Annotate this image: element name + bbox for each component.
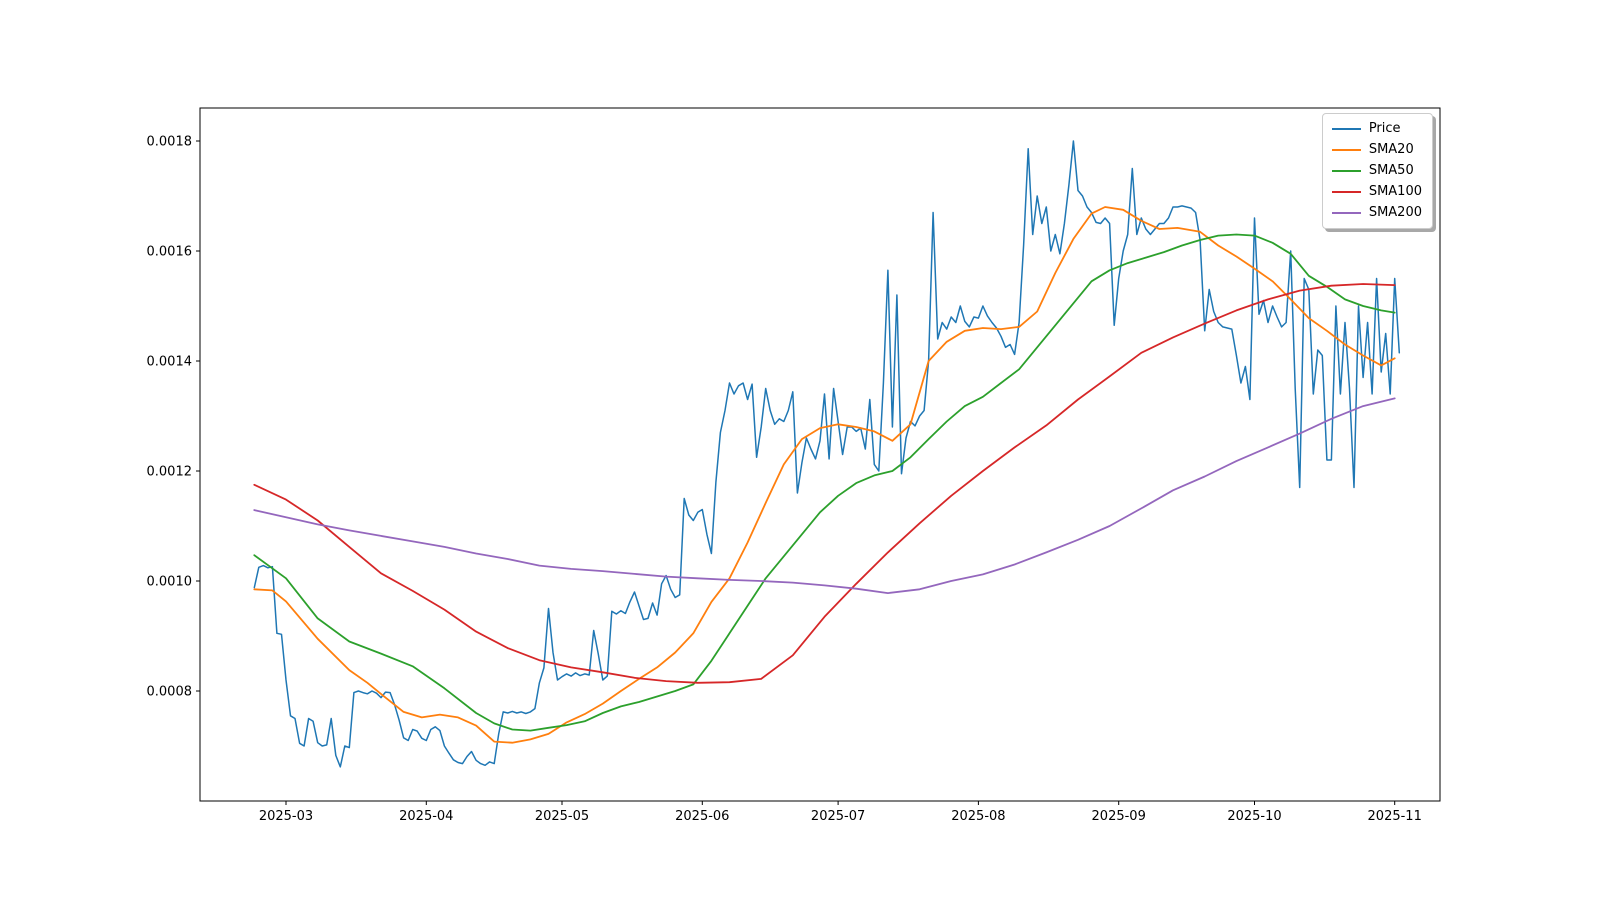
x-tick-label: 2025-09 bbox=[1092, 809, 1146, 824]
sma200-line bbox=[253, 397, 1396, 594]
y-tick-label: 0.0018 bbox=[147, 135, 193, 150]
y-tick-label: 0.0012 bbox=[147, 465, 193, 480]
legend-label: Price bbox=[1368, 121, 1401, 136]
sma50-line bbox=[253, 233, 1396, 732]
legend-row: SMA20 bbox=[1331, 142, 1422, 158]
legend-row: Price bbox=[1331, 121, 1422, 137]
x-tick-label: 2025-04 bbox=[399, 809, 453, 824]
y-tick-label: 0.0014 bbox=[147, 355, 193, 370]
x-tick-label: 2025-08 bbox=[951, 809, 1005, 824]
legend-row: SMA50 bbox=[1331, 163, 1422, 179]
legend-line-swatch bbox=[1331, 149, 1361, 151]
legend-line-swatch bbox=[1331, 212, 1361, 214]
legend-label: SMA50 bbox=[1368, 163, 1414, 178]
legend-line-swatch bbox=[1331, 170, 1361, 172]
sma20-line bbox=[253, 206, 1396, 744]
x-tick-label: 2025-10 bbox=[1227, 809, 1281, 824]
legend-line-swatch bbox=[1331, 191, 1361, 193]
y-tick-label: 0.0008 bbox=[147, 685, 193, 700]
x-tick-label: 2025-06 bbox=[675, 809, 729, 824]
x-tick-label: 2025-11 bbox=[1368, 809, 1422, 824]
legend-row: SMA200 bbox=[1331, 205, 1422, 221]
legend: Price SMA20 SMA50 SMA100 SMA200 bbox=[1321, 113, 1433, 229]
legend-label: SMA20 bbox=[1368, 142, 1414, 157]
x-tick-label: 2025-07 bbox=[811, 809, 865, 824]
x-tick-label: 2025-05 bbox=[535, 809, 589, 824]
legend-row: SMA100 bbox=[1331, 184, 1422, 200]
x-tick-label: 2025-03 bbox=[259, 809, 313, 824]
legend-label: SMA200 bbox=[1368, 205, 1422, 220]
x-axis: 2025-03 2025-04 2025-05 2025-06 2025-07 2025-… bbox=[259, 801, 1422, 824]
y-tick-label: 0.0016 bbox=[147, 245, 193, 260]
legend-line-swatch bbox=[1331, 128, 1361, 130]
legend-label: SMA100 bbox=[1368, 184, 1422, 199]
y-axis: 0.0008 0.0010 0.0012 0.0014 0.0016 0.0018 bbox=[147, 135, 200, 700]
sma100-line bbox=[253, 283, 1396, 684]
y-tick-label: 0.0010 bbox=[147, 575, 193, 590]
axes-frame bbox=[199, 107, 1441, 802]
